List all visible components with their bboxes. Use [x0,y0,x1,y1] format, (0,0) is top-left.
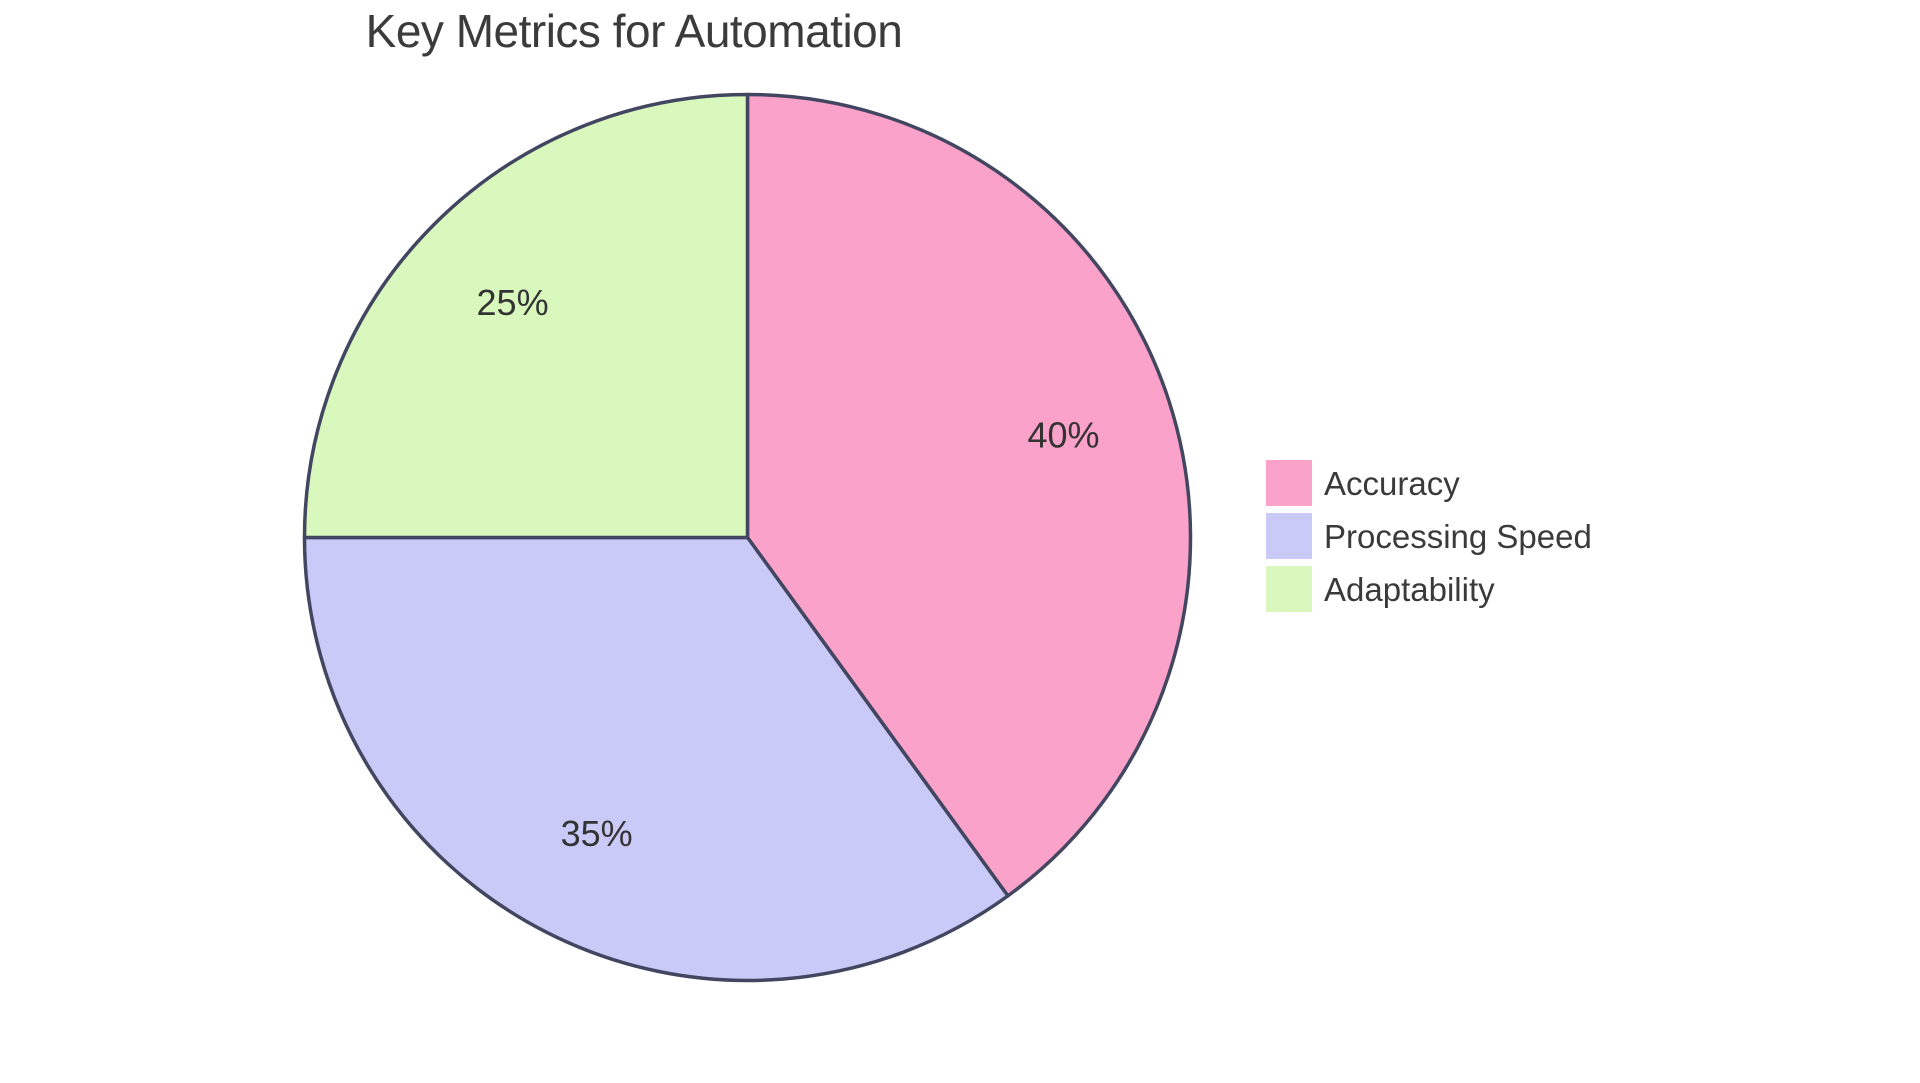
chart-title: Key Metrics for Automation [365,5,903,57]
legend-item-adaptability: Adaptability [1266,566,1592,612]
legend: Accuracy Processing Speed Adaptability [1266,460,1592,612]
legend-swatch-processing-speed [1266,513,1312,559]
legend-swatch-accuracy [1266,460,1312,506]
slice-percent-label-adaptability: 25% [477,282,549,323]
pie-slice-accuracy [745,92,1193,898]
legend-label-adaptability: Adaptability [1324,570,1495,608]
legend-item-accuracy: Accuracy [1266,460,1592,506]
legend-swatch-adaptability [1266,566,1312,612]
pie-slice-processing-speed [302,535,1010,983]
legend-label-processing-speed: Processing Speed [1324,517,1592,555]
slice-percent-label-processing-speed: 35% [561,813,633,854]
legend-item-processing-speed: Processing Speed [1266,513,1592,559]
legend-label-accuracy: Accuracy [1324,464,1460,502]
pie-slice-adaptability [302,92,750,540]
slice-percent-label-accuracy: 40% [1027,414,1099,455]
